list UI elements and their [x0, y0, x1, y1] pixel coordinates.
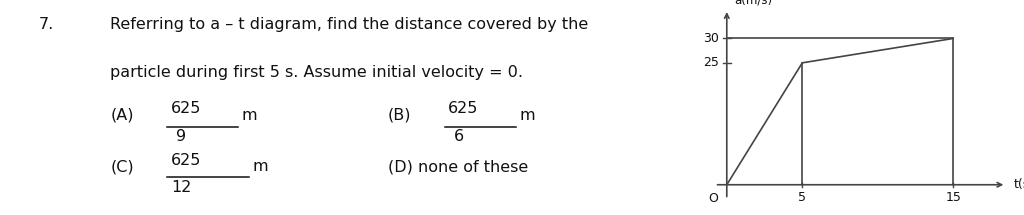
Text: 625: 625: [449, 101, 479, 116]
Text: m: m: [253, 159, 268, 174]
Text: particle during first 5 s. Assume initial velocity = 0.: particle during first 5 s. Assume initia…: [111, 64, 523, 80]
Text: Referring to a – t diagram, find the distance covered by the: Referring to a – t diagram, find the dis…: [111, 17, 589, 32]
Text: 25: 25: [703, 56, 719, 69]
Text: a(m/s)²: a(m/s)²: [734, 0, 777, 7]
Text: (C): (C): [111, 159, 134, 174]
Text: 5: 5: [799, 190, 806, 204]
Text: (D) none of these: (D) none of these: [388, 159, 528, 174]
Text: 625: 625: [171, 153, 201, 168]
Text: 12: 12: [171, 180, 191, 195]
Text: (A): (A): [111, 108, 134, 123]
Text: O: O: [708, 192, 718, 205]
Text: (B): (B): [388, 108, 412, 123]
Text: m: m: [242, 108, 258, 123]
Text: 9: 9: [176, 129, 186, 144]
Text: t(s): t(s): [1014, 178, 1024, 191]
Text: 15: 15: [945, 190, 962, 204]
Text: 30: 30: [703, 32, 719, 45]
Text: m: m: [519, 108, 536, 123]
Text: 625: 625: [171, 101, 201, 116]
Text: 6: 6: [454, 129, 464, 144]
Text: 7.: 7.: [39, 17, 54, 32]
